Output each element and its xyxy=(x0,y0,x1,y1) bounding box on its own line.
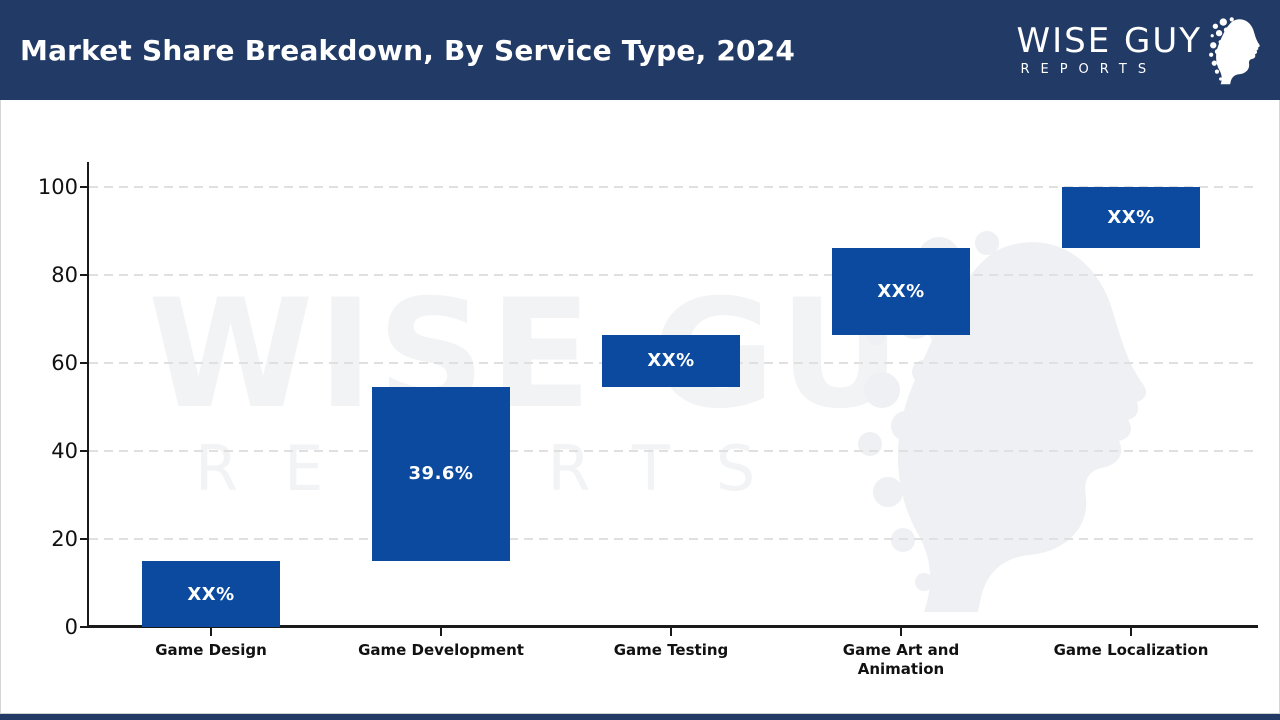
bar-value-label: XX% xyxy=(187,583,235,605)
y-tick-mark xyxy=(80,186,88,188)
y-tick-label: 80 xyxy=(51,263,78,287)
x-tick-mark xyxy=(1130,628,1132,636)
x-category-label-game-localization: Game Localization xyxy=(1053,641,1209,659)
gridline-20 xyxy=(89,538,1257,540)
brand-head-icon xyxy=(1209,17,1260,85)
x-tick-mark xyxy=(210,628,212,636)
y-tick-label: 40 xyxy=(51,439,78,463)
bar-game-development: 39.6% xyxy=(372,386,510,561)
y-tick-mark xyxy=(80,626,88,628)
bar-game-art-and-animation: XX% xyxy=(832,248,970,335)
y-tick-mark xyxy=(80,538,88,540)
bar-game-localization: XX% xyxy=(1062,187,1200,249)
x-tick-mark xyxy=(900,628,902,636)
bar-game-design: XX% xyxy=(142,561,280,627)
y-tick-mark xyxy=(80,274,88,276)
x-tick-mark xyxy=(670,628,672,636)
brand-logo-text: WISE GUY REPORTS xyxy=(1016,23,1202,77)
x-category-label-game-design: Game Design xyxy=(155,641,267,659)
y-tick-label: 20 xyxy=(51,527,78,551)
gridline-100 xyxy=(89,186,1257,188)
header-bar: Market Share Breakdown, By Service Type,… xyxy=(0,0,1280,100)
x-tick-mark xyxy=(440,628,442,636)
gridline-80 xyxy=(89,274,1257,276)
y-tick-label: 60 xyxy=(51,351,78,375)
bar-value-label: XX% xyxy=(647,350,695,372)
y-tick-label: 0 xyxy=(64,615,78,639)
x-category-label-game-art-and-animation: Game Art and Animation xyxy=(842,641,960,678)
bar-value-label: XX% xyxy=(1107,207,1155,229)
y-tick-mark xyxy=(80,362,88,364)
page-title: Market Share Breakdown, By Service Type,… xyxy=(20,33,796,67)
bar-value-label: XX% xyxy=(877,280,925,302)
bar-value-label: 39.6% xyxy=(408,463,474,485)
brand-subtitle: REPORTS xyxy=(1020,62,1158,77)
gridline-40 xyxy=(89,450,1257,452)
footer-accent-bar xyxy=(0,714,1280,720)
brand-logo: WISE GUY REPORTS xyxy=(1016,0,1266,100)
y-axis-line xyxy=(87,162,89,626)
y-tick-label: 100 xyxy=(37,175,78,199)
x-category-label-game-development: Game Development xyxy=(358,641,524,659)
y-tick-mark xyxy=(80,450,88,452)
x-axis-line xyxy=(87,625,1258,628)
x-category-label-game-testing: Game Testing xyxy=(613,641,729,659)
brand-name: WISE GUY xyxy=(1016,21,1202,61)
bar-game-testing: XX% xyxy=(602,334,740,387)
